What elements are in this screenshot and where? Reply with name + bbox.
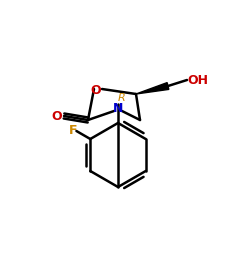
Polygon shape: [136, 83, 169, 94]
Text: F: F: [69, 123, 78, 136]
Text: O: O: [91, 83, 101, 96]
Text: OH: OH: [187, 73, 208, 86]
Text: R: R: [118, 93, 126, 103]
Text: N: N: [113, 101, 123, 114]
Text: O: O: [52, 109, 62, 122]
